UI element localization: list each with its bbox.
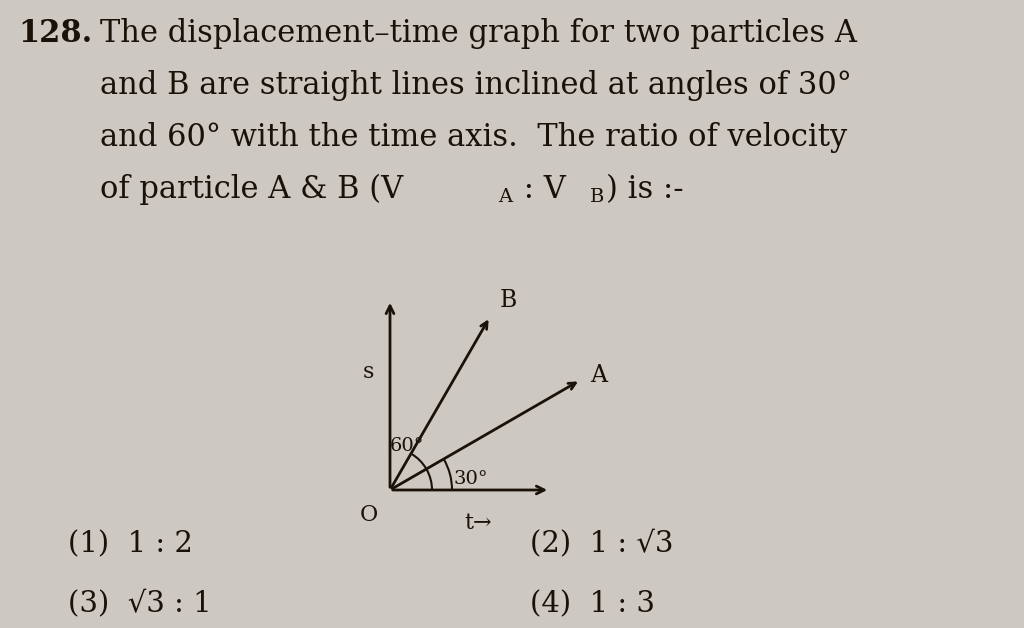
Text: (1)  1 : 2: (1) 1 : 2 (68, 530, 193, 558)
Text: 128.: 128. (18, 18, 92, 49)
Text: A: A (591, 364, 607, 386)
Text: of particle A & B (V: of particle A & B (V (100, 174, 403, 205)
Text: : V: : V (514, 174, 566, 205)
Text: (2)  1 : √3: (2) 1 : √3 (530, 530, 674, 558)
Text: and B are straight lines inclined at angles of 30°: and B are straight lines inclined at ang… (100, 70, 852, 101)
Text: O: O (359, 504, 378, 526)
Text: B: B (590, 188, 604, 206)
Text: 60°: 60° (390, 437, 424, 455)
Text: and 60° with the time axis.  The ratio of velocity: and 60° with the time axis. The ratio of… (100, 122, 847, 153)
Text: (3)  √3 : 1: (3) √3 : 1 (68, 590, 212, 618)
Text: ) is :-: ) is :- (606, 174, 684, 205)
Text: A: A (498, 188, 512, 206)
Text: 30°: 30° (454, 470, 488, 488)
Text: (4)  1 : 3: (4) 1 : 3 (530, 590, 655, 618)
Text: s: s (362, 361, 374, 383)
Text: The displacement–time graph for two particles A: The displacement–time graph for two part… (100, 18, 857, 49)
Text: t→: t→ (464, 512, 492, 534)
Text: B: B (500, 289, 517, 311)
